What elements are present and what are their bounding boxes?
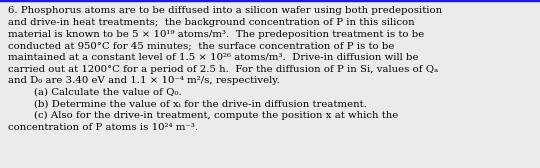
Text: 6. Phosphorus atoms are to be diffused into a silicon wafer using both predeposi: 6. Phosphorus atoms are to be diffused i… (8, 6, 442, 132)
